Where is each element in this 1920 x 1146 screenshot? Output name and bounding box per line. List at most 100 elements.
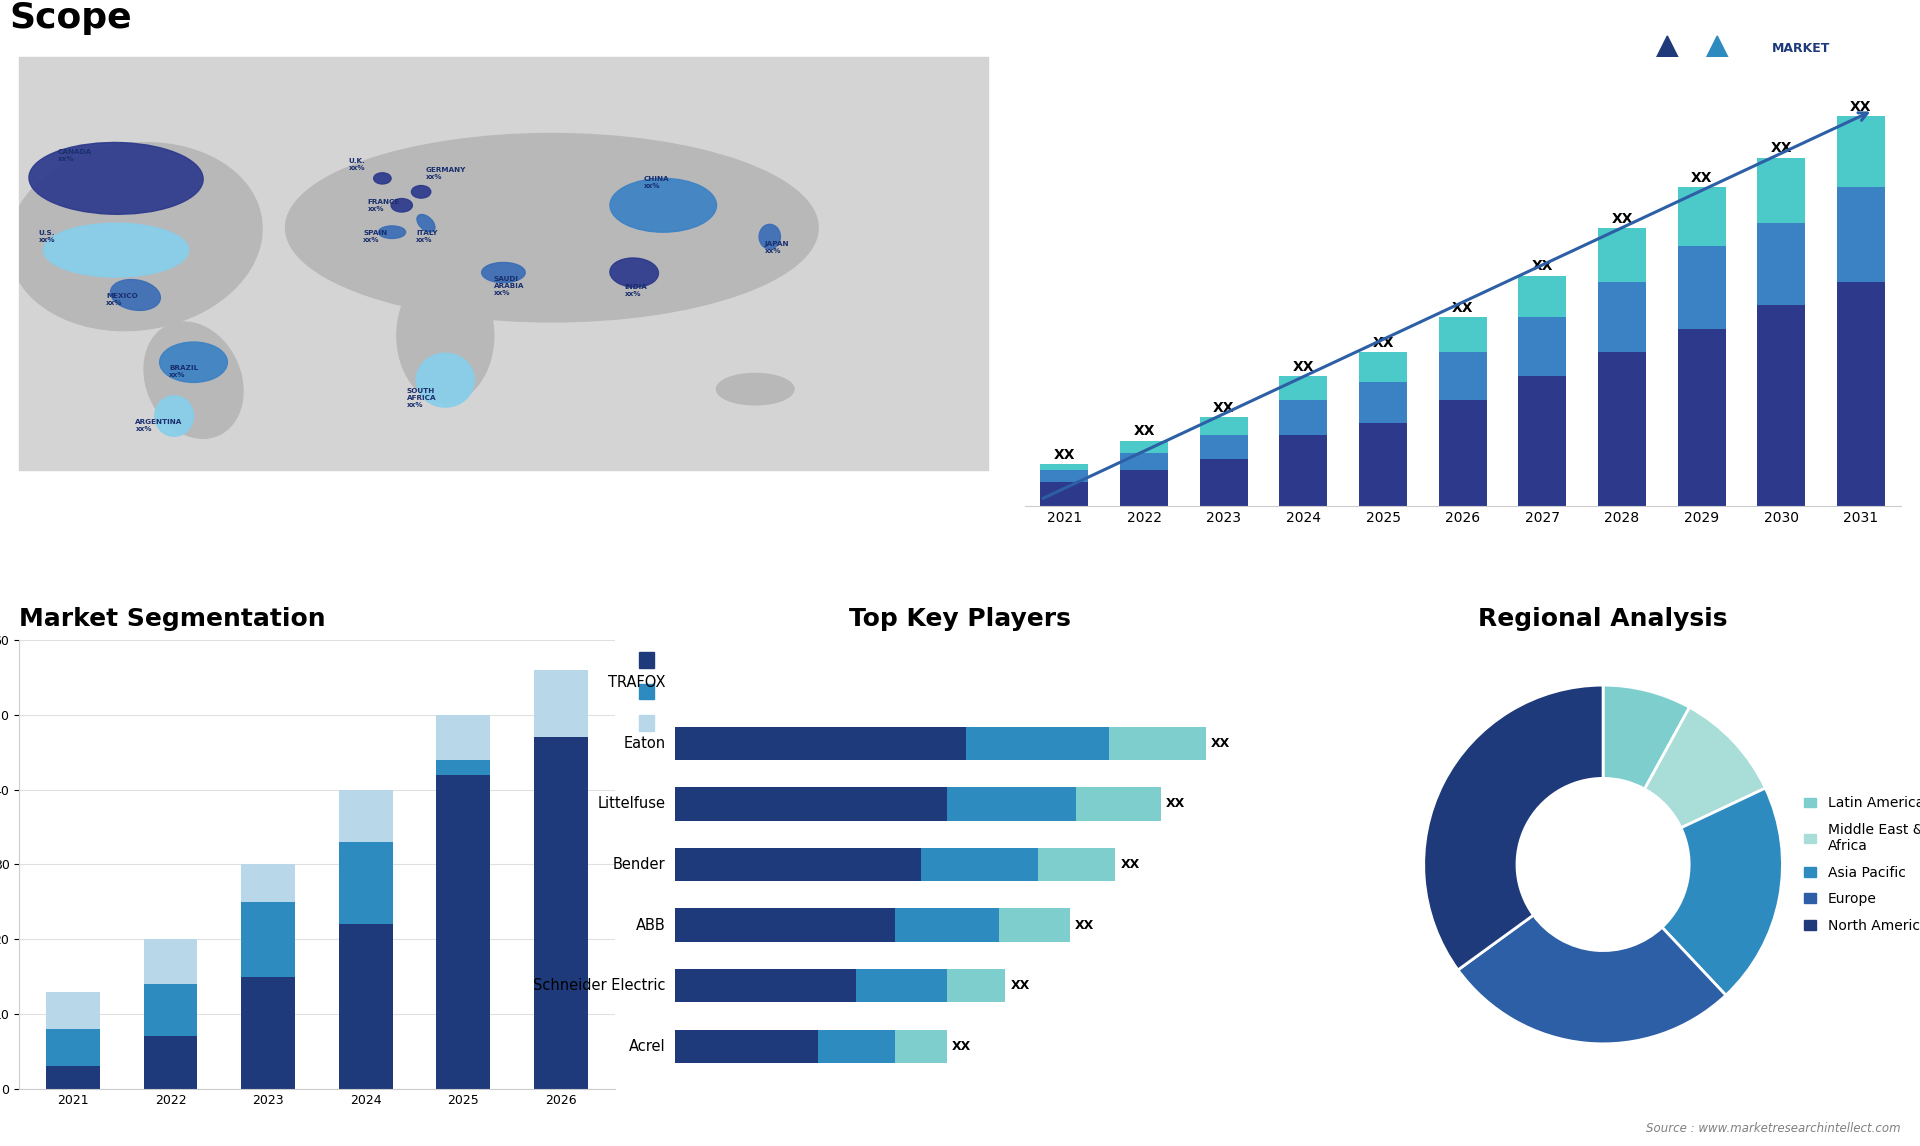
Bar [436, 775, 490, 1089]
Wedge shape [1425, 685, 1603, 970]
Bar [242, 902, 296, 976]
Text: SAUDI
ARABIA
xx%: SAUDI ARABIA xx% [493, 276, 524, 296]
Text: Source : www.marketresearchintellect.com: Source : www.marketresearchintellect.com [1645, 1122, 1901, 1135]
Wedge shape [1645, 707, 1764, 827]
Polygon shape [1628, 36, 1707, 116]
Ellipse shape [417, 353, 474, 407]
Bar [1757, 222, 1805, 305]
Bar [1359, 352, 1407, 382]
Ellipse shape [611, 179, 716, 233]
Bar [818, 1029, 895, 1063]
Text: Littelfuse: Littelfuse [597, 796, 666, 811]
Ellipse shape [397, 268, 493, 402]
Bar [947, 787, 1077, 821]
Bar [1757, 158, 1805, 222]
Text: Schneider Electric: Schneider Electric [534, 979, 666, 994]
Text: SOUTH
AFRICA
xx%: SOUTH AFRICA xx% [407, 388, 436, 408]
Text: Industrial Insulation Monitoring Device Market Size and
Scope: Industrial Insulation Monitoring Device … [10, 0, 1148, 34]
Text: MEXICO
xx%: MEXICO xx% [106, 293, 138, 306]
Text: Bender: Bender [612, 857, 666, 872]
Legend: Latin America, Middle East &
Africa, Asia Pacific, Europe, North America: Latin America, Middle East & Africa, Asi… [1799, 791, 1920, 939]
Bar [1837, 187, 1885, 282]
Bar [1037, 848, 1116, 881]
Bar [242, 864, 296, 902]
Bar [1678, 329, 1726, 505]
Bar [1279, 400, 1327, 435]
Text: XX: XX [1165, 798, 1185, 810]
Bar [1597, 228, 1645, 282]
Bar [144, 940, 198, 984]
Text: XX: XX [1851, 100, 1872, 113]
Text: XX: XX [952, 1039, 972, 1053]
Legend: Type, Application, Geography: Type, Application, Geography [634, 647, 756, 736]
Text: TRAFOX: TRAFOX [609, 675, 666, 690]
Bar [1359, 423, 1407, 505]
Text: XX: XX [1532, 259, 1553, 273]
Text: Acrel: Acrel [630, 1038, 666, 1054]
Bar [1200, 417, 1248, 435]
Wedge shape [1663, 788, 1782, 995]
Bar [676, 1029, 818, 1063]
Text: XX: XX [1075, 919, 1094, 932]
Bar [998, 909, 1069, 942]
Text: ARGENTINA
xx%: ARGENTINA xx% [136, 418, 182, 432]
Bar [1279, 435, 1327, 505]
Bar [144, 1036, 198, 1089]
Bar [1041, 464, 1089, 470]
Bar [338, 790, 392, 842]
Text: XX: XX [1213, 401, 1235, 415]
Bar [966, 727, 1110, 760]
Text: BRAZIL
xx%: BRAZIL xx% [169, 364, 198, 378]
Bar [1359, 382, 1407, 423]
Text: XX: XX [1292, 360, 1313, 374]
Bar [1519, 317, 1567, 376]
Bar [46, 1066, 100, 1089]
Title: Top Key Players: Top Key Players [849, 607, 1071, 631]
Bar [1837, 282, 1885, 505]
Text: Market Segmentation: Market Segmentation [19, 607, 326, 631]
Text: XX: XX [1010, 979, 1029, 992]
Bar [46, 991, 100, 1029]
Bar [338, 925, 392, 1089]
Bar [922, 848, 1037, 881]
Bar [1438, 400, 1486, 505]
Text: XX: XX [1121, 858, 1140, 871]
Text: ABB: ABB [636, 918, 666, 933]
Text: XX: XX [1373, 336, 1394, 350]
Bar [1597, 282, 1645, 352]
Bar [856, 970, 947, 1003]
Ellipse shape [29, 142, 204, 214]
Bar [895, 909, 998, 942]
Polygon shape [1678, 36, 1757, 116]
Ellipse shape [144, 322, 244, 438]
Ellipse shape [482, 262, 526, 283]
Ellipse shape [411, 186, 430, 198]
Ellipse shape [44, 223, 188, 277]
Bar [676, 909, 895, 942]
Ellipse shape [417, 214, 436, 231]
Text: XX: XX [1692, 171, 1713, 185]
Bar [436, 760, 490, 775]
Bar [1519, 376, 1567, 505]
Text: MARKET: MARKET [1772, 42, 1830, 55]
Bar [1757, 305, 1805, 505]
Bar [1119, 453, 1167, 470]
Bar [947, 970, 1006, 1003]
Ellipse shape [286, 134, 818, 322]
Bar [1200, 458, 1248, 505]
Text: XX: XX [1611, 212, 1632, 226]
Text: SPAIN
xx%: SPAIN xx% [363, 230, 388, 243]
Bar [242, 976, 296, 1089]
Bar [1837, 116, 1885, 187]
Bar [436, 715, 490, 760]
Text: RESEARCH: RESEARCH [1772, 66, 1847, 79]
Text: GERMANY
xx%: GERMANY xx% [426, 167, 467, 180]
Ellipse shape [716, 374, 795, 405]
Ellipse shape [758, 225, 780, 249]
Text: FRANCE
xx%: FRANCE xx% [369, 198, 399, 212]
Bar [144, 984, 198, 1036]
Text: U.S.
xx%: U.S. xx% [38, 230, 56, 243]
Bar [676, 970, 856, 1003]
Bar [1077, 787, 1160, 821]
Text: XX: XX [1212, 737, 1231, 749]
